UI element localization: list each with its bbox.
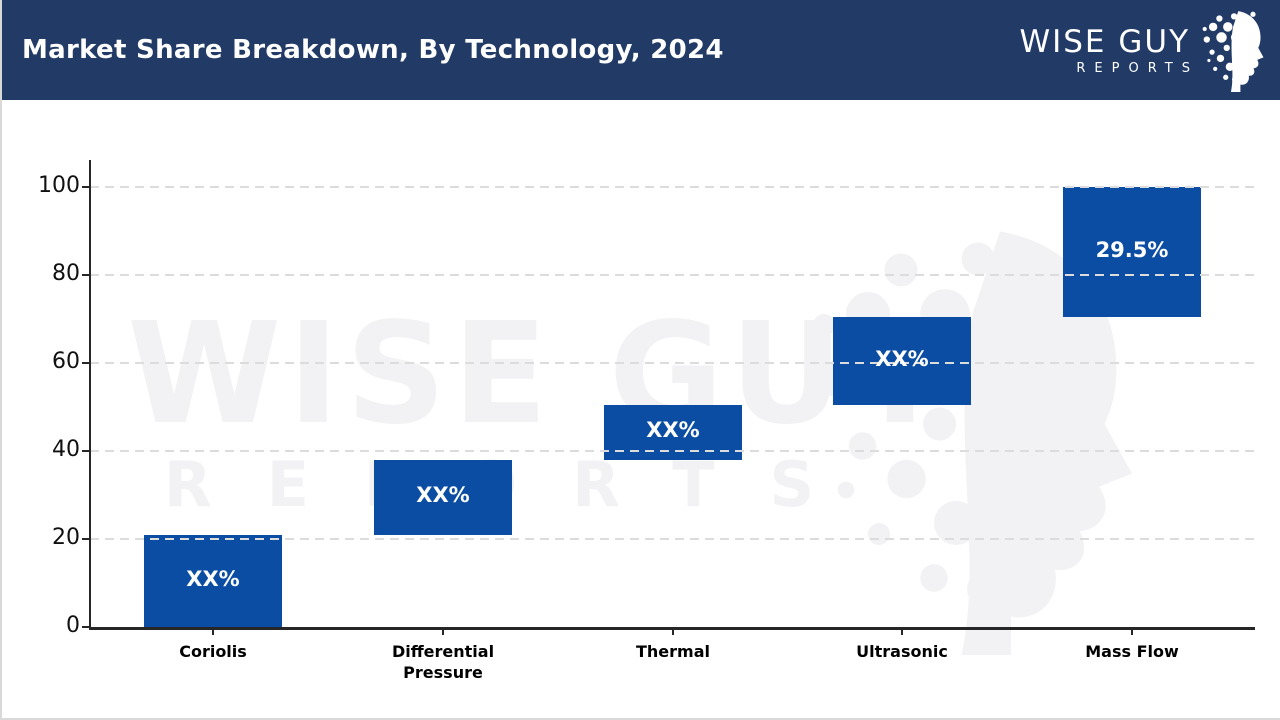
x-axis-line [89, 627, 1255, 630]
watermark-wordmark: WISE GUY [127, 293, 957, 456]
x-axis-label-differential-pressure: Differential Pressure [391, 642, 495, 682]
chart-title: Market Share Breakdown, By Technology, 2… [22, 35, 724, 65]
bar-value-label: 29.5% [1095, 237, 1169, 262]
y-tick-label-60: 60 [52, 349, 80, 374]
y-tick-mark [82, 274, 90, 276]
plot-area: WISE GUY REPORTS 0 20 40 60 80 100 XX% Coriolis… [2, 100, 1280, 718]
y-tick-mark [82, 538, 90, 540]
logo-wordmark: WISE GUY [1019, 23, 1190, 60]
x-axis-label-ultrasonic: Ultrasonic [856, 642, 948, 661]
bar-value-label: XX% [646, 418, 700, 443]
header-bar: Market Share Breakdown, By Technology, 2… [2, 0, 1280, 100]
y-axis-line [89, 160, 91, 629]
y-tick-mark [82, 186, 90, 188]
gridline-80 [90, 274, 1254, 276]
x-axis-label-mass-flow: Mass Flow [1085, 642, 1179, 661]
bar-mass-flow [1063, 187, 1201, 317]
dotted-head-icon [1196, 8, 1268, 92]
bar-coriolis [144, 534, 282, 627]
y-tick-label-20: 20 [52, 525, 80, 550]
y-tick-label-40: 40 [52, 437, 80, 462]
x-axis-label-thermal: Thermal [636, 642, 710, 661]
gridline-40 [90, 450, 1254, 452]
x-axis-label-coriolis: Coriolis [179, 642, 247, 661]
gridline-20 [90, 538, 1254, 540]
y-tick-mark [82, 450, 90, 452]
logo-subtitle: REPORTS [1076, 60, 1199, 76]
bar-differential-pressure [374, 459, 512, 535]
gridline-100 [90, 186, 1254, 188]
bar-value-label: XX% [186, 566, 240, 591]
x-tick-mark [901, 627, 903, 635]
logo-text: WISE GUY REPORTS [1019, 25, 1190, 76]
x-tick-mark [212, 627, 214, 635]
y-tick-mark [82, 362, 90, 364]
gridline-60 [90, 362, 1254, 364]
y-tick-label-80: 80 [52, 261, 80, 286]
y-tick-label-100: 100 [38, 173, 80, 198]
wise-guy-reports-logo: WISE GUY REPORTS [1019, 6, 1268, 94]
y-tick-mark [82, 626, 90, 628]
bar-ultrasonic [833, 316, 971, 405]
x-tick-mark [672, 627, 674, 635]
watermark-subtitle: REPORTS [164, 448, 870, 521]
bar-value-label: XX% [875, 346, 929, 371]
y-tick-label-0: 0 [66, 613, 80, 638]
bar-value-label: XX% [416, 483, 470, 508]
x-tick-mark [442, 627, 444, 635]
x-tick-mark [1131, 627, 1133, 635]
